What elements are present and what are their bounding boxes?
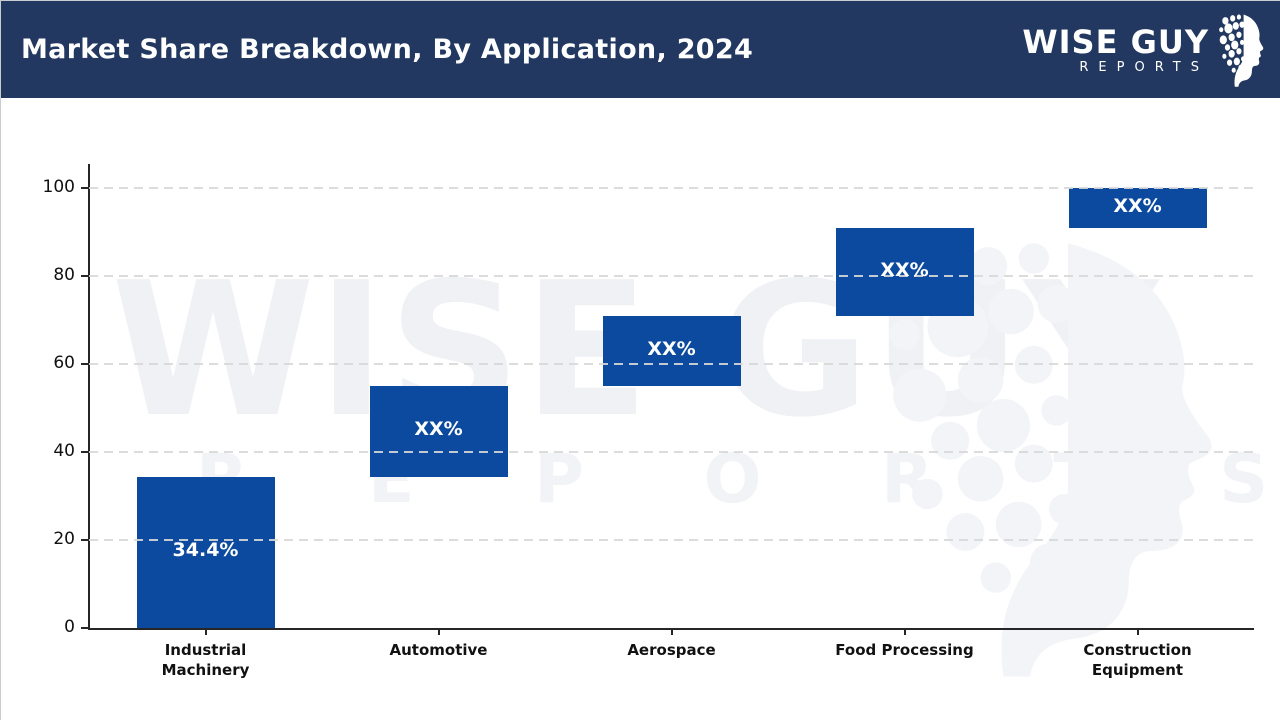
x-tick-label: Aerospace <box>627 641 716 659</box>
bar-value-label: XX% <box>880 258 929 281</box>
header-banner: Market Share Breakdown, By Application, … <box>1 1 1280 98</box>
gridline <box>89 539 1254 541</box>
bar <box>835 227 974 316</box>
y-tick-label: 80 <box>53 265 75 285</box>
x-tick-label: Construction Equipment <box>1083 641 1192 679</box>
bar <box>369 386 508 477</box>
bar-value-label: XX% <box>1113 194 1162 217</box>
x-tick-label: Industrial Machinery <box>161 641 250 679</box>
bar-value-label: XX% <box>647 337 696 360</box>
logo-wordmark: WISE GUY <box>1022 22 1209 61</box>
bar-value-label: 34.4% <box>172 539 239 562</box>
x-tick <box>903 628 906 635</box>
page-title: Market Share Breakdown, By Application, … <box>21 34 754 65</box>
y-tick <box>81 187 88 189</box>
logo-head-icon <box>1219 14 1264 87</box>
logo-text: WISE GUY REPORTS <box>1022 25 1209 75</box>
y-tick <box>81 275 88 277</box>
x-tick-label: Food Processing <box>835 641 974 659</box>
gridline <box>89 275 1254 277</box>
y-tick-label: 0 <box>64 617 75 637</box>
wise-guy-logo: WISE GUY REPORTS <box>1022 12 1280 88</box>
x-tick-label: Automotive <box>389 641 488 659</box>
plot-area: WISE GUY R E P O R T S 02040608010034.4%… <box>1 98 1280 721</box>
y-tick <box>81 539 88 541</box>
y-tick <box>81 363 88 365</box>
y-tick-label: 20 <box>53 529 75 549</box>
y-tick-label: 40 <box>53 441 75 461</box>
bar-value-label: XX% <box>414 418 463 441</box>
y-tick <box>81 627 88 629</box>
logo-subtitle: REPORTS <box>1079 59 1209 75</box>
y-tick <box>81 451 88 453</box>
gridline <box>89 363 1254 365</box>
gridline <box>89 451 1254 453</box>
x-tick <box>1136 628 1139 635</box>
x-tick <box>437 628 440 635</box>
x-tick <box>204 628 207 635</box>
bar <box>136 476 275 628</box>
bar <box>602 315 741 386</box>
watermark-head-icon <box>889 243 1212 677</box>
y-tick-label: 60 <box>53 353 75 373</box>
bar <box>1068 188 1207 228</box>
x-tick <box>670 628 673 635</box>
y-tick-label: 100 <box>42 177 75 197</box>
gridline <box>89 187 1254 189</box>
y-axis-spine <box>88 164 90 630</box>
